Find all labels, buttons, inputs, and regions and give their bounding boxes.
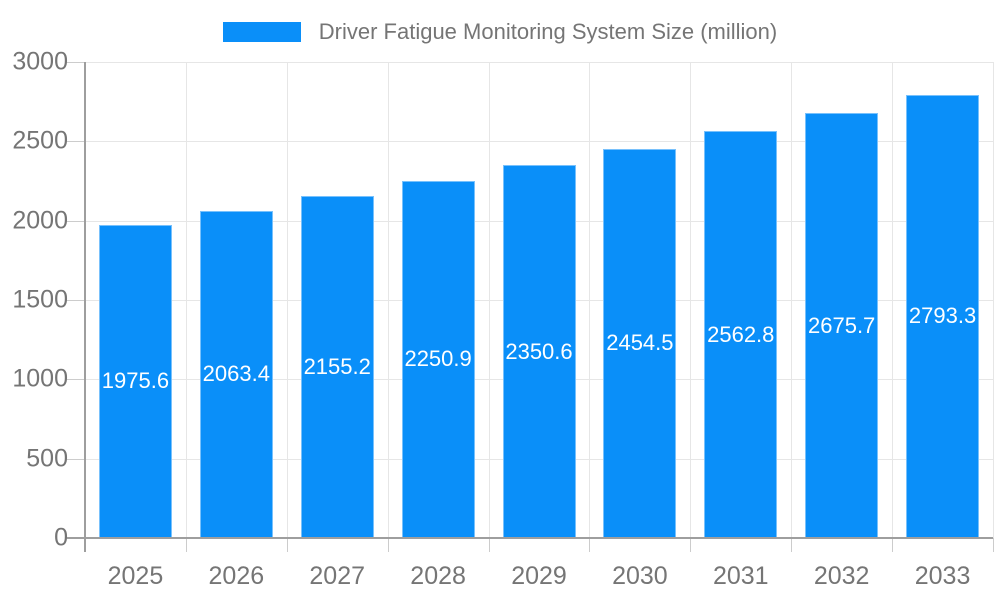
bar-2030[interactable] (603, 148, 677, 538)
bar-value-label: 2562.8 (707, 321, 775, 347)
legend-label: Driver Fatigue Monitoring System Size (m… (318, 19, 778, 44)
x-axis-label: 2033 (914, 562, 971, 590)
x-axis-tick (690, 538, 692, 552)
bar-value-label: 2793.3 (908, 303, 977, 329)
y-axis-label: 3000 (12, 47, 68, 76)
x-axis-label: 2028 (410, 562, 466, 590)
bar-value-label: 2454.5 (606, 330, 674, 356)
bar-2028[interactable] (401, 180, 475, 538)
bar-2032[interactable] (805, 113, 879, 538)
y-axis-label: 2000 (12, 206, 68, 235)
x-axis-tick (286, 538, 288, 552)
gridline-vertical (286, 62, 288, 538)
x-axis-label: 2029 (511, 562, 567, 590)
gridline-horizontal (85, 62, 993, 63)
bar-value-label: 2350.6 (505, 338, 573, 364)
bar-2031[interactable] (704, 131, 778, 538)
gridline-vertical (892, 62, 894, 538)
bar-value-label: 2250.9 (404, 346, 472, 372)
x-axis-tick (993, 538, 994, 552)
x-axis-label: 2031 (712, 562, 769, 590)
bar-2029[interactable] (502, 165, 576, 538)
y-axis-tick (67, 141, 85, 143)
y-axis-tick (67, 220, 85, 222)
y-axis-tick (67, 300, 85, 301)
bar-2027[interactable] (300, 196, 374, 538)
y-axis-label: 2500 (12, 126, 68, 155)
y-axis-label: 0 (54, 523, 68, 552)
bar-2026[interactable] (199, 210, 273, 538)
gridline-vertical (589, 62, 591, 538)
bar-2025[interactable] (98, 224, 172, 538)
x-axis-tick (185, 538, 187, 552)
bar-2033[interactable] (906, 94, 980, 538)
x-axis-label: 2030 (612, 562, 668, 590)
x-axis-tick (892, 538, 894, 552)
y-axis-tick (67, 379, 85, 381)
y-axis-label: 1000 (12, 364, 68, 393)
x-axis-tick (488, 538, 490, 552)
x-axis-tick (387, 538, 389, 552)
bar-value-label: 2155.2 (303, 354, 371, 380)
bar-value-label: 1975.6 (101, 368, 170, 394)
gridline-vertical (387, 62, 389, 538)
x-axis-label: 2026 (208, 562, 265, 590)
gridline-vertical (791, 62, 793, 538)
bar-value-label: 2063.4 (202, 361, 270, 387)
y-axis-line (84, 62, 86, 552)
x-axis-tick (589, 538, 591, 552)
x-axis-tick (791, 538, 793, 552)
gridline-vertical (488, 62, 490, 538)
legend-swatch (222, 22, 301, 42)
x-axis-label: 2025 (107, 562, 164, 590)
y-axis-tick (67, 62, 85, 63)
y-axis-label: 500 (26, 444, 68, 473)
gridline-horizontal (85, 141, 993, 143)
x-axis-line (67, 537, 993, 539)
y-axis-tick (67, 458, 85, 460)
legend: Driver Fatigue Monitoring System Size (m… (0, 19, 1000, 45)
x-axis-label: 2027 (309, 562, 366, 590)
gridline-vertical (993, 62, 994, 538)
y-axis-label: 1500 (12, 285, 68, 314)
bar-value-label: 2675.7 (808, 312, 876, 338)
gridline-vertical (185, 62, 187, 538)
x-axis-label: 2032 (813, 562, 870, 590)
gridline-vertical (690, 62, 692, 538)
